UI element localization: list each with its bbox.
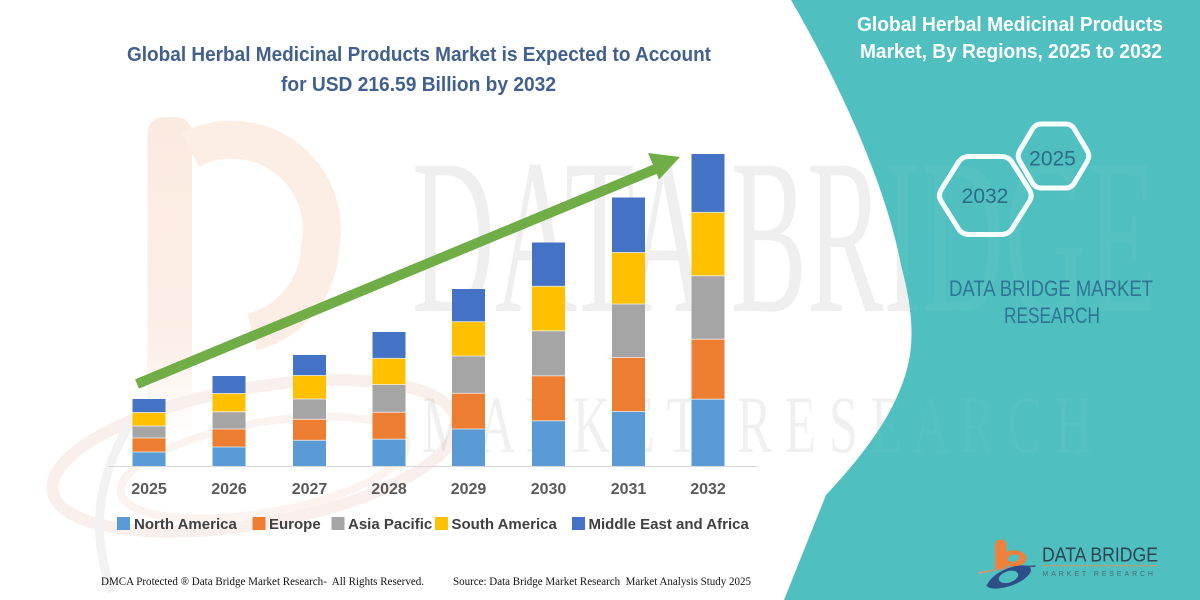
- svg-text:Europe: Europe: [269, 516, 321, 533]
- svg-text:MARKET RESEARCH: MARKET RESEARCH: [1043, 571, 1156, 578]
- svg-text:Global Herbal Medicinal Produc: Global Herbal Medicinal Products Market …: [127, 44, 711, 66]
- svg-text:2030: 2030: [531, 481, 567, 498]
- svg-text:2032: 2032: [962, 185, 1009, 208]
- svg-text:Source: Data Bridge Market Res: Source: Data Bridge Market Research Mark…: [453, 576, 751, 588]
- svg-text:2031: 2031: [611, 481, 647, 498]
- svg-text:DMCA Protected ® Data Bridge M: DMCA Protected ® Data Bridge Market Rese…: [101, 576, 424, 588]
- svg-text:2025: 2025: [131, 481, 167, 498]
- svg-text:Global Herbal Medicinal Produc: Global Herbal Medicinal Products: [857, 14, 1163, 36]
- svg-text:DATA BRIDGE MARKET: DATA BRIDGE MARKET: [949, 276, 1153, 301]
- svg-text:2028: 2028: [371, 481, 407, 498]
- svg-text:RESEARCH: RESEARCH: [1004, 303, 1100, 328]
- svg-text:2026: 2026: [211, 481, 247, 498]
- svg-text:2032: 2032: [690, 481, 726, 498]
- svg-text:Middle East and Africa: Middle East and Africa: [589, 516, 750, 533]
- svg-text:North America: North America: [134, 516, 237, 533]
- svg-text:DATA BRIDGE: DATA BRIDGE: [1042, 545, 1158, 567]
- svg-text:for USD 216.59 Billion by 2032: for USD 216.59 Billion by 2032: [281, 74, 556, 96]
- svg-text:Asia Pacific: Asia Pacific: [348, 516, 432, 533]
- svg-text:2027: 2027: [292, 481, 328, 498]
- svg-text:South America: South America: [452, 516, 558, 533]
- svg-text:Market, By Regions, 2025 to 20: Market, By Regions, 2025 to 2032: [860, 41, 1162, 63]
- svg-text:2029: 2029: [451, 481, 487, 498]
- svg-text:2025: 2025: [1029, 148, 1076, 171]
